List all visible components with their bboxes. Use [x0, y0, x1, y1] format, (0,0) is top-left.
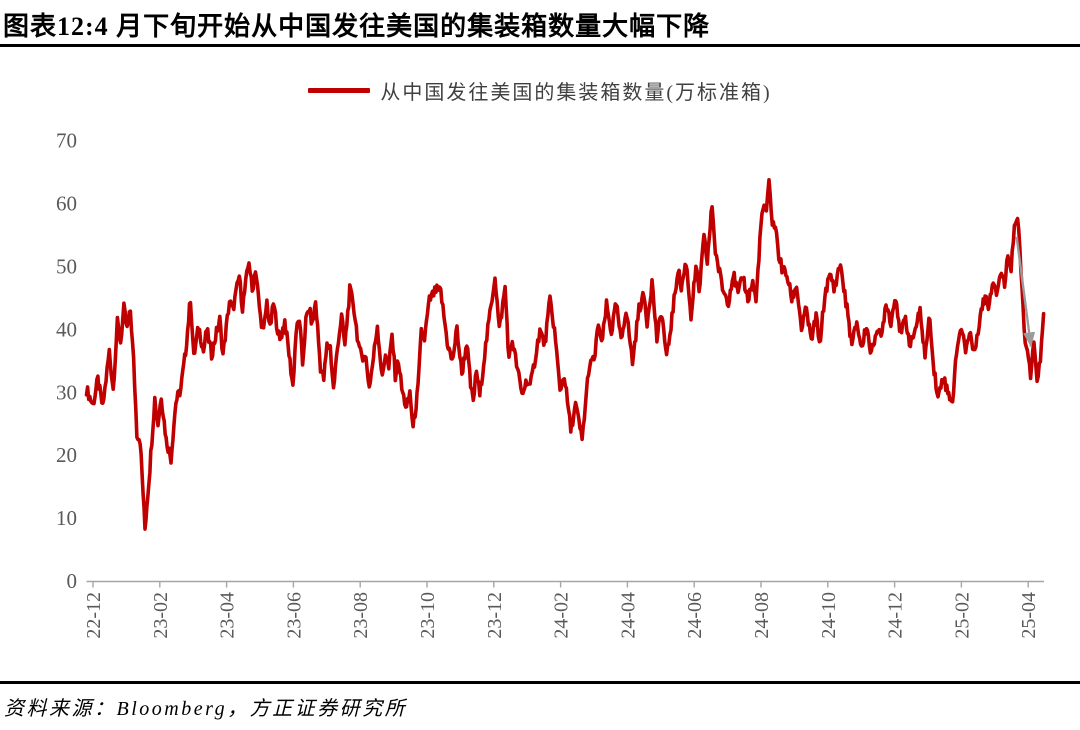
y-axis-tick-label: 30	[56, 380, 77, 404]
y-axis-tick-label: 40	[56, 317, 77, 341]
y-axis-tick-label: 10	[56, 506, 77, 530]
y-axis-tick-label: 50	[56, 255, 77, 279]
legend-line-marker	[308, 88, 371, 93]
y-axis-tick-label: 60	[56, 192, 77, 216]
figure-title: 图表12:4 月下旬开始从中国发往美国的集装箱数量大幅下降	[3, 12, 711, 41]
decline-arrow-annotation	[1015, 236, 1036, 348]
x-axis-tick-label: 23-08	[350, 592, 372, 639]
x-axis-tick-label: 22-12	[83, 592, 105, 639]
x-axis-tick-label: 24-08	[751, 592, 773, 639]
source-note: 资料来源：Bloomberg，方正证券研究所	[4, 698, 408, 720]
x-axis-tick-label: 25-04	[1018, 592, 1040, 639]
x-axis-tick-label: 24-04	[617, 592, 639, 639]
x-axis-tick-label: 24-12	[885, 592, 907, 639]
y-axis-tick-label: 0	[67, 569, 78, 593]
x-axis-tick-label: 23-10	[417, 592, 439, 639]
x-axis-tick-label: 23-02	[150, 592, 172, 639]
x-axis-tick-label: 24-06	[684, 592, 706, 639]
chart-legend: 从中国发往美国的集装箱数量(万标准箱)	[0, 76, 1080, 105]
series-line	[84, 178, 1046, 531]
x-axis-tick-label: 23-12	[484, 592, 506, 639]
x-axis-tick-label: 23-04	[217, 592, 239, 639]
y-axis-tick-label: 70	[56, 129, 77, 153]
x-axis-tick-label: 25-02	[951, 592, 973, 639]
title-divider	[0, 44, 1080, 47]
legend-series-label: 从中国发往美国的集装箱数量(万标准箱)	[380, 82, 772, 104]
x-axis-tick-label: 24-02	[551, 592, 573, 639]
x-axis-tick-label: 23-06	[283, 592, 305, 639]
footer-divider	[0, 681, 1080, 684]
x-axis-tick-label: 24-10	[818, 592, 840, 639]
y-axis-tick-label: 20	[56, 443, 77, 467]
